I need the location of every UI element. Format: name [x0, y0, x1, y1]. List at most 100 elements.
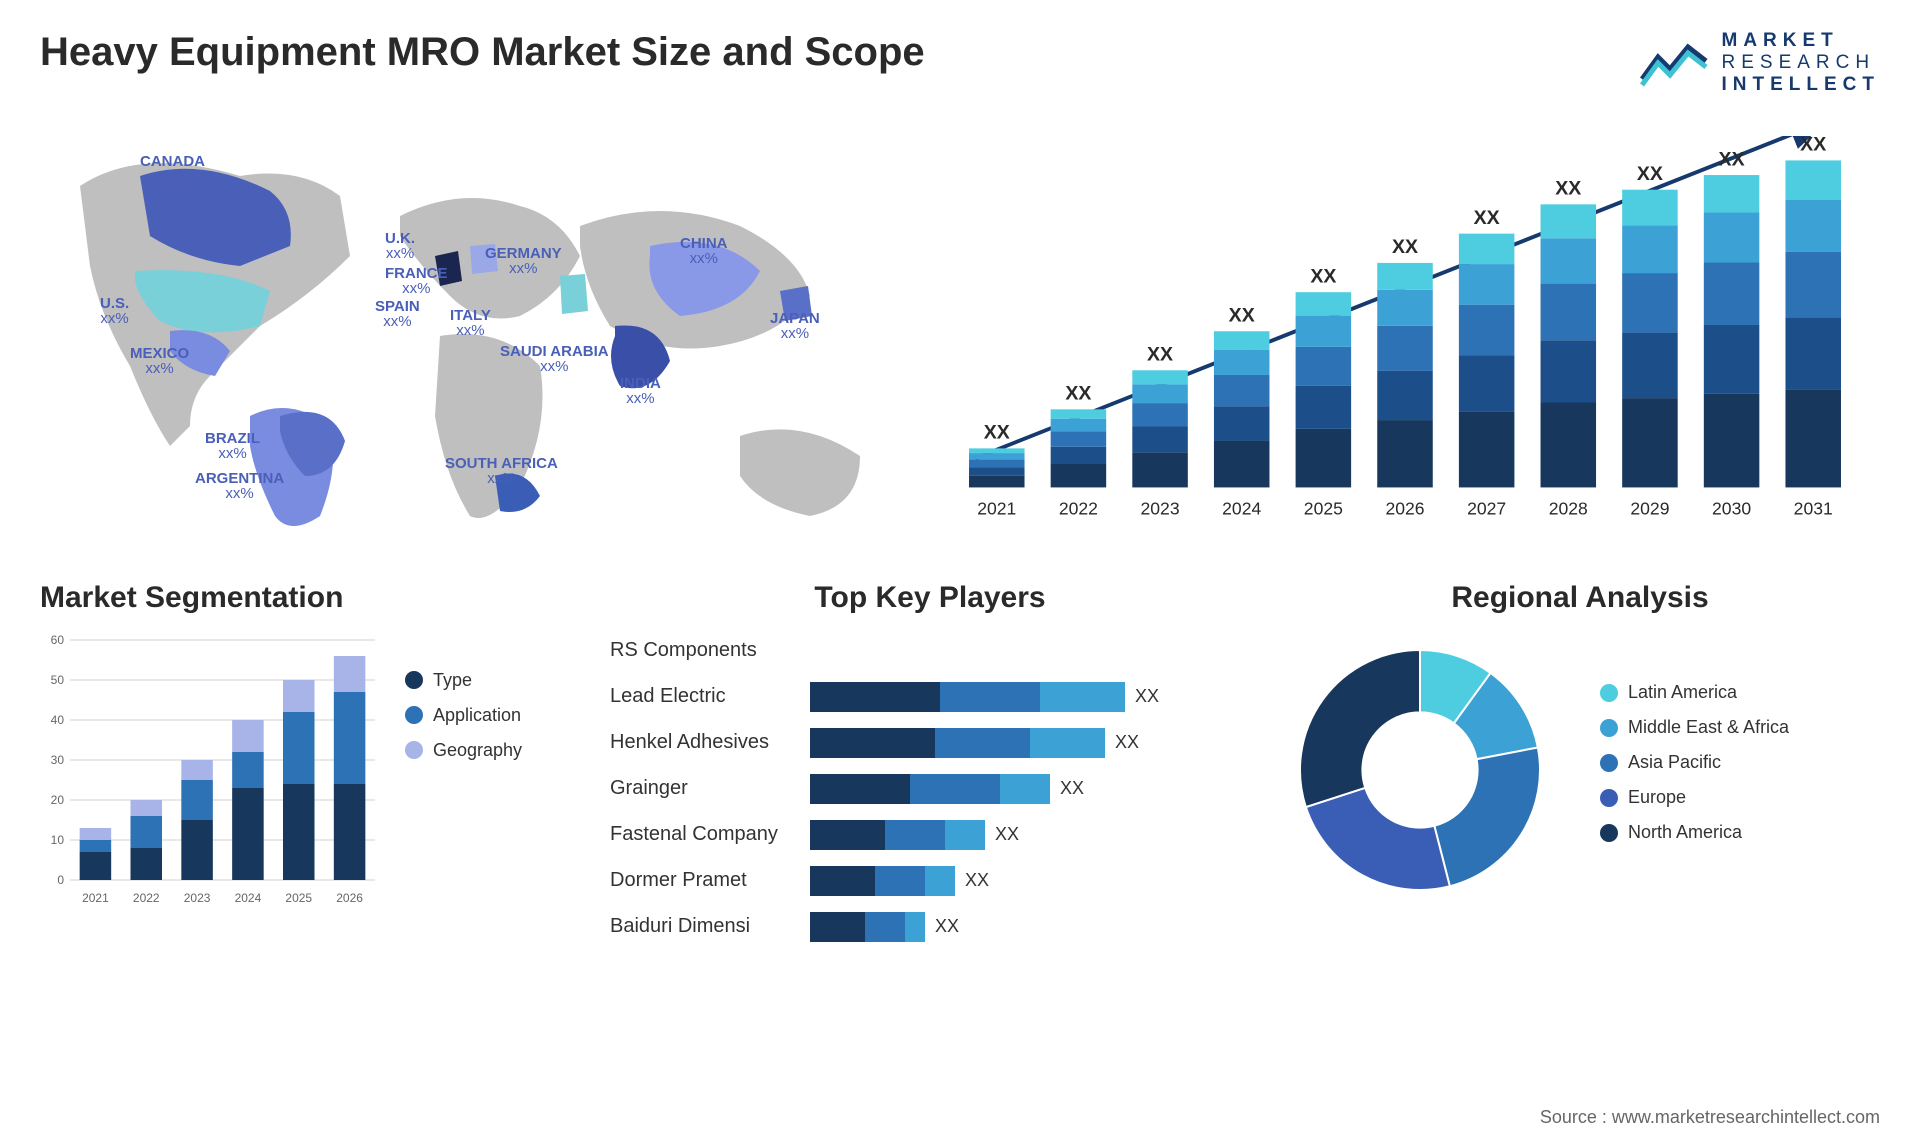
header: Heavy Equipment MRO Market Size and Scop… [40, 30, 1880, 96]
map-label-southafrica: SOUTH AFRICAxx% [445, 456, 558, 488]
seg-legend-item: Type [405, 670, 522, 691]
player-value: XX [935, 916, 959, 937]
svg-text:2021: 2021 [977, 498, 1016, 518]
world-map-panel: CANADAxx%U.S.xx%MEXICOxx%BRAZILxx%ARGENT… [40, 116, 900, 556]
player-name: Grainger [610, 777, 810, 800]
svg-text:2026: 2026 [1385, 498, 1424, 518]
segmentation-title: Market Segmentation [40, 581, 580, 615]
player-value: XX [1115, 732, 1139, 753]
player-row: Baiduri DimensiXX [610, 906, 1250, 948]
player-bar [810, 820, 985, 850]
logo-line2: RESEARCH [1722, 52, 1881, 74]
player-name: Lead Electric [610, 685, 810, 708]
map-label-japan: JAPANxx% [770, 311, 820, 343]
regional-legend-item: Latin America [1600, 682, 1880, 703]
map-label-brazil: BRAZILxx% [205, 431, 260, 463]
player-bar [810, 682, 1125, 712]
svg-text:XX: XX [1229, 304, 1255, 326]
map-label-france: FRANCExx% [385, 266, 448, 298]
svg-text:40: 40 [51, 713, 65, 727]
players-title: Top Key Players [610, 581, 1250, 615]
svg-text:XX: XX [1555, 177, 1581, 199]
map-label-canada: CANADAxx% [140, 154, 205, 186]
svg-text:2022: 2022 [133, 891, 160, 905]
map-label-germany: GERMANYxx% [485, 246, 562, 278]
svg-text:2025: 2025 [1304, 498, 1343, 518]
page-title: Heavy Equipment MRO Market Size and Scop… [40, 30, 925, 75]
map-label-china: CHINAxx% [680, 236, 728, 268]
seg-legend-item: Geography [405, 740, 522, 761]
player-value: XX [995, 824, 1019, 845]
svg-text:XX: XX [1637, 162, 1663, 184]
svg-text:20: 20 [51, 793, 65, 807]
segmentation-panel: Market Segmentation 0 10 20 30 40 50 60 2021 202… [40, 581, 580, 941]
svg-text:XX: XX [1474, 206, 1500, 228]
player-bar-wrap: XX [810, 682, 1250, 712]
player-bar-wrap: XX [810, 912, 1250, 942]
map-saudi [560, 274, 588, 314]
segmentation-bar-chart: 0 10 20 30 40 50 60 2021 2022 2023 2024 2025 2026 [40, 630, 380, 910]
svg-text:2024: 2024 [235, 891, 262, 905]
player-name: Fastenal Company [610, 823, 810, 846]
player-name: Dormer Pramet [610, 869, 810, 892]
map-label-saudiarabia: SAUDI ARABIAxx% [500, 344, 609, 376]
player-row: Lead Electric XX [610, 676, 1250, 718]
player-bar [810, 774, 1050, 804]
player-bar-wrap: XX [810, 774, 1250, 804]
player-bar [810, 728, 1105, 758]
svg-text:XX: XX [1147, 343, 1173, 365]
regional-title: Regional Analysis [1280, 581, 1880, 615]
svg-text:XX: XX [1392, 236, 1418, 258]
player-bar-wrap: XX [810, 820, 1250, 850]
source-label: Source : www.marketresearchintellect.com [1540, 1107, 1880, 1128]
player-value: XX [965, 870, 989, 891]
svg-text:2028: 2028 [1549, 498, 1588, 518]
svg-text:2022: 2022 [1059, 498, 1098, 518]
svg-text:2023: 2023 [184, 891, 211, 905]
svg-text:XX: XX [984, 421, 1010, 443]
player-row: Fastenal Company XX [610, 814, 1250, 856]
map-label-mexico: MEXICOxx% [130, 346, 189, 378]
svg-text:30: 30 [51, 753, 65, 767]
regional-legend: Latin AmericaMiddle East & AfricaAsia Pa… [1600, 682, 1880, 857]
regional-donut-chart [1280, 630, 1560, 910]
player-bar-wrap: XX [810, 728, 1250, 758]
map-label-spain: SPAINxx% [375, 299, 420, 331]
map-label-us: U.S.xx% [100, 296, 129, 328]
growth-bar-chart: XX2021XX2022XX2023XX2024XX2025XX2026XX20… [940, 136, 1870, 546]
svg-text:2031: 2031 [1794, 498, 1833, 518]
map-label-uk: U.K.xx% [385, 231, 415, 263]
players-body: RS ComponentsLead ElectricXXHenkel Adhes… [610, 630, 1250, 948]
regional-legend-item: Middle East & Africa [1600, 717, 1880, 738]
map-label-italy: ITALYxx% [450, 308, 491, 340]
segmentation-legend: TypeApplicationGeography [405, 630, 522, 910]
player-bar-wrap: XX [810, 866, 1250, 896]
svg-text:10: 10 [51, 833, 65, 847]
svg-text:2026: 2026 [336, 891, 363, 905]
logo-line1: MARKET [1722, 30, 1881, 52]
svg-text:60: 60 [51, 633, 65, 647]
player-header-label: RS Components [610, 639, 810, 662]
regional-legend-item: Europe [1600, 787, 1880, 808]
svg-text:50: 50 [51, 673, 65, 687]
player-value: XX [1060, 778, 1084, 799]
svg-text:XX: XX [1065, 382, 1091, 404]
player-row: Dormer Pramet XX [610, 860, 1250, 902]
svg-text:0: 0 [57, 873, 64, 887]
player-name: Henkel Adhesives [610, 731, 810, 754]
player-value: XX [1135, 686, 1159, 707]
regional-panel: Regional Analysis Latin America Middle Ea… [1280, 581, 1880, 941]
svg-text:XX: XX [1310, 265, 1336, 287]
logo-mark-icon [1640, 39, 1710, 87]
player-bar [810, 866, 955, 896]
svg-text:XX: XX [1719, 148, 1745, 170]
logo-text: MARKET RESEARCH INTELLECT [1722, 30, 1881, 96]
svg-text:2029: 2029 [1630, 498, 1669, 518]
player-row: Grainger XX [610, 768, 1250, 810]
svg-text:2027: 2027 [1467, 498, 1506, 518]
logo: MARKET RESEARCH INTELLECT [1640, 30, 1881, 96]
svg-text:2021: 2021 [82, 891, 109, 905]
svg-text:2025: 2025 [285, 891, 312, 905]
player-row: Henkel Adhesives XX [610, 722, 1250, 764]
player-header-row: RS Components [610, 630, 1250, 672]
